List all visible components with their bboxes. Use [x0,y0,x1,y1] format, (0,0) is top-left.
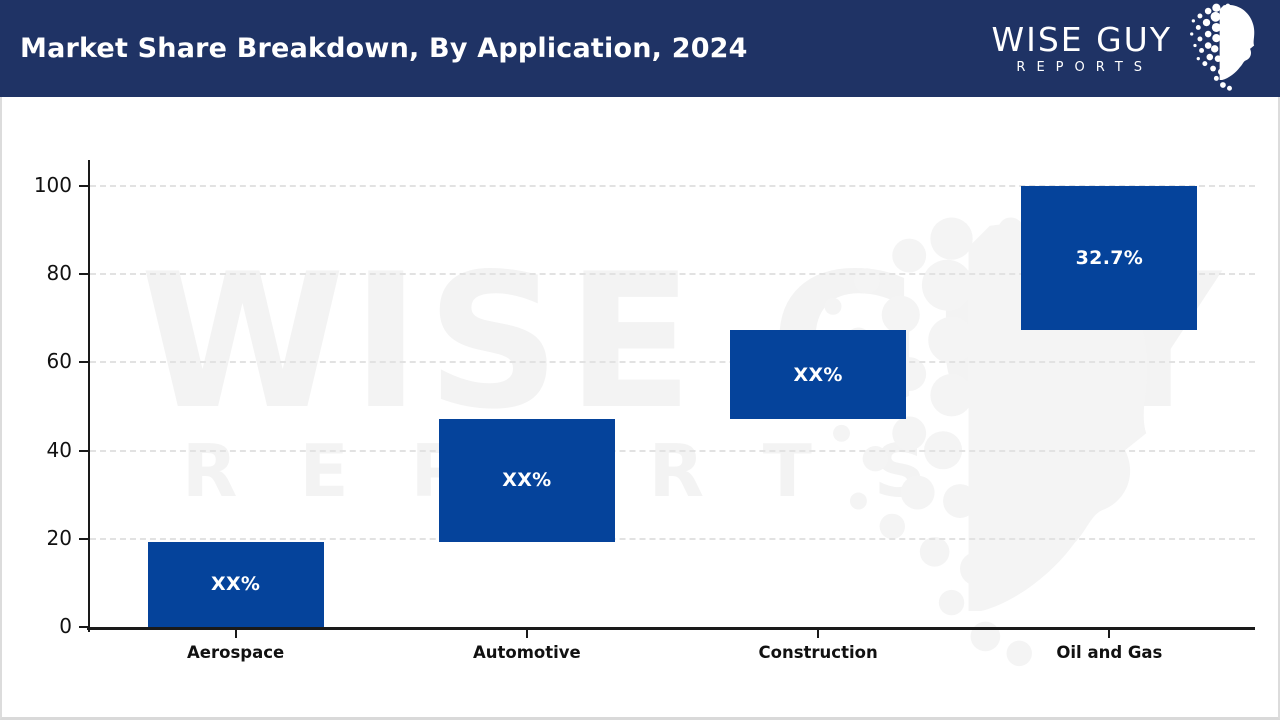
x-category-label-aerospace: Aerospace [187,643,285,662]
gridline-y-40 [90,449,1255,452]
x-tick-mark [525,629,528,638]
gridline-y-60 [90,361,1255,364]
bar-oil-and-gas: 32.7% [1021,186,1198,331]
wiseguy-logo: WISE GUY REPORTS [991,4,1260,94]
x-tick-mark [234,629,237,638]
logo-wordmark: WISE GUY [991,19,1172,59]
bar-aerospace: XX% [147,541,324,627]
gridline-y-100 [90,185,1255,187]
bar-value-label: XX% [502,469,552,492]
y-tick-mark-20 [79,537,88,540]
x-category-label-oil-and-gas: Oil and Gas [1056,643,1163,662]
y-tick-mark-0 [79,626,88,628]
bar-value-label: XX% [793,363,843,386]
logo-subtext: REPORTS [1016,59,1154,75]
y-tick-mark-100 [79,185,88,187]
x-tick-mark [1108,629,1111,638]
header-bar: Market Share Breakdown, By Application, … [0,0,1280,97]
y-tick-mark-60 [79,361,88,364]
y-tick-mark-40 [79,449,88,452]
chart-title: Market Share Breakdown, By Application, … [20,33,748,64]
y-tick-label-80: 80 [46,261,72,286]
bar-value-label: 32.7% [1075,247,1144,270]
x-tick-mark [817,629,820,638]
y-tick-label-0: 0 [59,614,72,638]
y-tick-mark-80 [79,273,88,276]
logo-text: WISE GUY REPORTS [991,23,1172,75]
bar-construction: XX% [730,330,907,419]
wiseguy-head-icon [1176,2,1260,94]
y-axis-line [87,160,90,632]
y-tick-label-100: 100 [33,173,72,197]
gridline-y-20 [90,537,1255,540]
x-axis-line [87,627,1255,630]
gridline-y-80 [90,273,1255,276]
x-category-label-construction: Construction [758,643,878,662]
y-tick-label-60: 60 [46,349,72,374]
y-tick-label-20: 20 [46,525,72,550]
chart-plot-area: WISE GUY REPORTS 020406080100XX%Aerospac… [0,97,1280,720]
x-category-label-automotive: Automotive [472,643,581,662]
bar-automotive: XX% [438,418,615,542]
bar-value-label: XX% [211,573,261,596]
y-tick-label-40: 40 [46,437,72,462]
